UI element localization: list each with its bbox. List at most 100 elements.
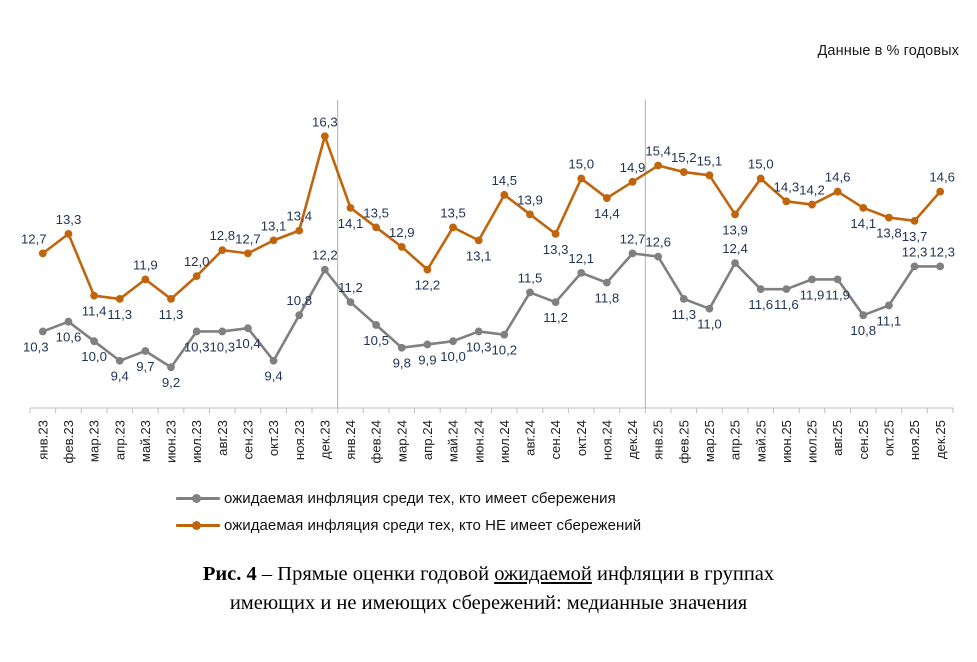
data-label: 11,2	[543, 310, 568, 325]
data-point	[833, 187, 842, 196]
data-label: 9,2	[162, 375, 180, 390]
x-axis-label: июл.24	[497, 420, 512, 463]
data-label: 10,6	[56, 330, 82, 345]
data-label: 11,4	[82, 304, 107, 319]
data-point	[320, 132, 329, 141]
data-point	[808, 275, 816, 284]
data-point	[551, 298, 560, 307]
data-label: 12,3	[902, 244, 928, 259]
data-label: 11,1	[877, 313, 902, 328]
data-label: 14,6	[929, 170, 955, 185]
data-label: 15,2	[671, 150, 697, 165]
data-point	[141, 347, 150, 355]
data-label: 12,9	[389, 225, 415, 240]
data-label: 13,5	[440, 205, 466, 220]
data-point	[628, 249, 637, 258]
data-point	[602, 278, 611, 287]
x-axis-label: окт.24	[574, 420, 589, 456]
data-label: 11,6	[774, 297, 799, 312]
data-point	[38, 327, 47, 336]
x-axis-label: июн.24	[471, 420, 486, 463]
data-label: 9,7	[136, 359, 154, 374]
data-point	[346, 298, 355, 307]
data-label: 12,1	[568, 251, 594, 266]
data-point	[910, 216, 919, 225]
x-axis-label: дек.24	[625, 420, 640, 459]
x-axis-label: окт.23	[266, 420, 281, 456]
data-label: 11,0	[697, 317, 722, 332]
data-point	[859, 311, 868, 320]
data-label: 10,2	[491, 343, 517, 358]
data-label: 12,6	[645, 235, 671, 250]
data-point	[910, 262, 919, 271]
data-label: 15,0	[748, 157, 774, 172]
x-axis-label: сен.25	[856, 420, 871, 460]
x-axis-label: фев.24	[369, 420, 384, 464]
data-point	[90, 291, 98, 300]
data-point	[885, 213, 893, 222]
data-label: 13,5	[363, 205, 389, 220]
data-point	[90, 337, 98, 346]
data-point	[602, 194, 611, 202]
data-point	[628, 177, 637, 186]
caption-line1-before: Прямые оценки годовой	[277, 563, 495, 585]
data-label: 13,9	[722, 222, 748, 237]
inflation-line-chart: янв.23 фев.23 мар.23 апр.23 май.23 июн.23 июл.…	[21, 100, 955, 464]
x-axis-label: авг.23	[215, 420, 230, 456]
x-axis-label: май.25	[753, 420, 768, 462]
data-label: 13,1	[466, 248, 492, 263]
data-point	[269, 236, 278, 245]
data-point	[167, 363, 175, 372]
caption-line-1: Рис. 4 – Прямые оценки годовой ожидаемой…	[0, 560, 977, 589]
data-point	[577, 268, 586, 277]
data-label: 13,4	[286, 209, 312, 224]
data-label: 14,6	[825, 170, 851, 185]
caption-dash: –	[256, 563, 278, 585]
data-point	[705, 171, 714, 180]
data-point	[295, 226, 304, 235]
data-label: 12,4	[722, 241, 748, 256]
data-label: 11,9	[133, 257, 158, 272]
figure-caption: Рис. 4 – Прямые оценки годовой ожидаемой…	[0, 560, 977, 618]
legend-item-no-savings[interactable]: ожидаемая инфляция среди тех, кто НЕ име…	[176, 514, 641, 536]
data-point	[936, 262, 945, 271]
data-label: 13,1	[261, 218, 287, 233]
data-label: 14,2	[799, 183, 825, 198]
x-axis-label: дек.23	[317, 420, 332, 459]
x-axis-label: июл.25	[805, 420, 820, 463]
data-label: 15,1	[697, 153, 723, 168]
data-label: 11,6	[748, 297, 773, 312]
data-label: 11,8	[595, 291, 620, 306]
data-label: 10,8	[850, 323, 876, 338]
legend-item-savings[interactable]: ожидаемая инфляция среди тех, кто имеет …	[176, 487, 616, 509]
x-axis-label: ноя.23	[292, 420, 307, 460]
data-label: 15,4	[645, 144, 671, 159]
legend-label-no-savings: ожидаемая инфляция среди тех, кто НЕ име…	[224, 516, 642, 534]
data-label: 10,3	[184, 339, 210, 354]
data-point	[936, 187, 945, 196]
data-point	[218, 246, 227, 255]
chart-legend: ожидаемая инфляция среди тех, кто имеет …	[0, 487, 977, 549]
data-label: 13,7	[902, 229, 928, 244]
data-point	[64, 229, 73, 238]
data-label: 9,9	[418, 352, 436, 367]
data-label: 10,8	[286, 293, 312, 308]
data-label: 13,9	[517, 192, 543, 207]
data-point	[833, 275, 842, 284]
data-label: 14,9	[620, 160, 646, 175]
data-point	[218, 327, 227, 336]
data-label: 10,4	[235, 336, 261, 351]
caption-line-2: имеющих и не имеющих сбережений: медианн…	[229, 592, 748, 615]
data-label: 14,5	[491, 173, 517, 188]
x-axis-label: июл.23	[189, 420, 204, 463]
data-point	[756, 285, 765, 294]
data-point	[115, 356, 124, 365]
data-point	[577, 174, 586, 183]
data-label: 12,3	[929, 244, 955, 259]
data-label: 11,3	[671, 307, 696, 322]
data-point	[372, 223, 381, 232]
x-axis-label: окт.25	[882, 420, 897, 456]
data-point	[449, 337, 457, 346]
data-point	[500, 330, 509, 339]
data-point	[679, 168, 688, 176]
